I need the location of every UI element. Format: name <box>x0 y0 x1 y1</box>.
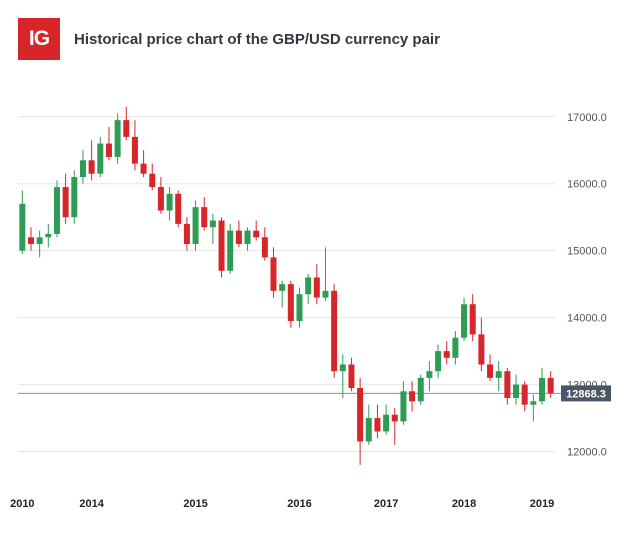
candle-body <box>305 277 311 294</box>
candle-body <box>97 144 103 174</box>
candle-body <box>444 351 450 358</box>
candle-body <box>496 371 502 378</box>
candle-body <box>539 378 545 401</box>
candle-body <box>522 385 528 405</box>
candle-body <box>132 137 138 164</box>
brand-logo: IG <box>18 18 60 60</box>
candle-body <box>470 304 476 334</box>
candle-body <box>452 338 458 358</box>
x-tick-label: 2018 <box>452 498 476 510</box>
candle-body <box>201 207 207 227</box>
candle-body <box>28 237 34 244</box>
chart-header: IG Historical price chart of the GBP/USD… <box>0 0 620 60</box>
candle-body <box>366 418 372 441</box>
candle-body <box>262 237 268 257</box>
candle-body <box>504 371 510 398</box>
candle-body <box>548 378 554 393</box>
y-tick-label: 16000.0 <box>567 179 607 191</box>
candle-body <box>418 378 424 401</box>
candle-body <box>227 231 233 271</box>
candle-body <box>158 187 164 210</box>
chart-title: Historical price chart of the GBP/USD cu… <box>74 31 440 48</box>
candle-body <box>123 120 129 137</box>
candle-body <box>167 194 173 211</box>
candle-body <box>106 144 112 157</box>
x-tick-label: 2010 <box>10 498 34 510</box>
candle-body <box>357 388 363 442</box>
x-tick-label: 2015 <box>183 498 207 510</box>
x-tick-label: 2014 <box>79 498 104 510</box>
candle-body <box>236 231 242 244</box>
candle-body <box>219 221 225 271</box>
y-tick-label: 14000.0 <box>567 313 607 325</box>
candle-body <box>71 177 77 217</box>
candle-body <box>409 391 415 401</box>
x-tick-label: 2016 <box>287 498 311 510</box>
candle-body <box>271 257 277 290</box>
candle-body <box>19 204 25 251</box>
candle-body <box>253 231 259 238</box>
candle-body <box>288 284 294 321</box>
candle-body <box>331 291 337 371</box>
candle-body <box>426 371 432 378</box>
x-tick-label: 2019 <box>530 498 554 510</box>
candle-body <box>37 237 43 244</box>
candle-body <box>63 187 69 217</box>
candle-body <box>478 334 484 364</box>
candle-body <box>461 304 467 337</box>
candle-body <box>184 224 190 244</box>
candle-body <box>89 160 95 173</box>
candle-body <box>374 418 380 431</box>
candle-body <box>348 364 354 387</box>
candle-body <box>80 160 86 177</box>
candle-body <box>210 221 216 228</box>
candle-body <box>513 385 519 398</box>
candle-body <box>530 401 536 404</box>
candle-body <box>279 284 285 291</box>
candle-body <box>54 187 60 234</box>
candle-body <box>314 277 320 297</box>
candle-body <box>487 364 493 377</box>
candle-body <box>115 120 121 157</box>
candlestick-chart: 12000.013000.014000.015000.016000.017000… <box>0 70 620 530</box>
candle-body <box>435 351 441 371</box>
candle-body <box>45 234 51 237</box>
candle-body <box>175 194 181 224</box>
candle-body <box>340 364 346 371</box>
y-tick-label: 17000.0 <box>567 112 607 124</box>
x-tick-label: 2017 <box>374 498 398 510</box>
candle-body <box>392 415 398 422</box>
candle-body <box>296 294 302 321</box>
y-tick-label: 15000.0 <box>567 246 607 258</box>
price-tag-label: 12868.3 <box>566 388 606 400</box>
y-tick-label: 12000.0 <box>567 447 607 459</box>
candle-body <box>193 207 199 244</box>
candle-body <box>245 231 251 244</box>
candle-body <box>322 291 328 298</box>
candle-body <box>141 164 147 174</box>
candle-body <box>149 174 155 187</box>
candle-body <box>400 391 406 421</box>
candle-body <box>383 415 389 432</box>
